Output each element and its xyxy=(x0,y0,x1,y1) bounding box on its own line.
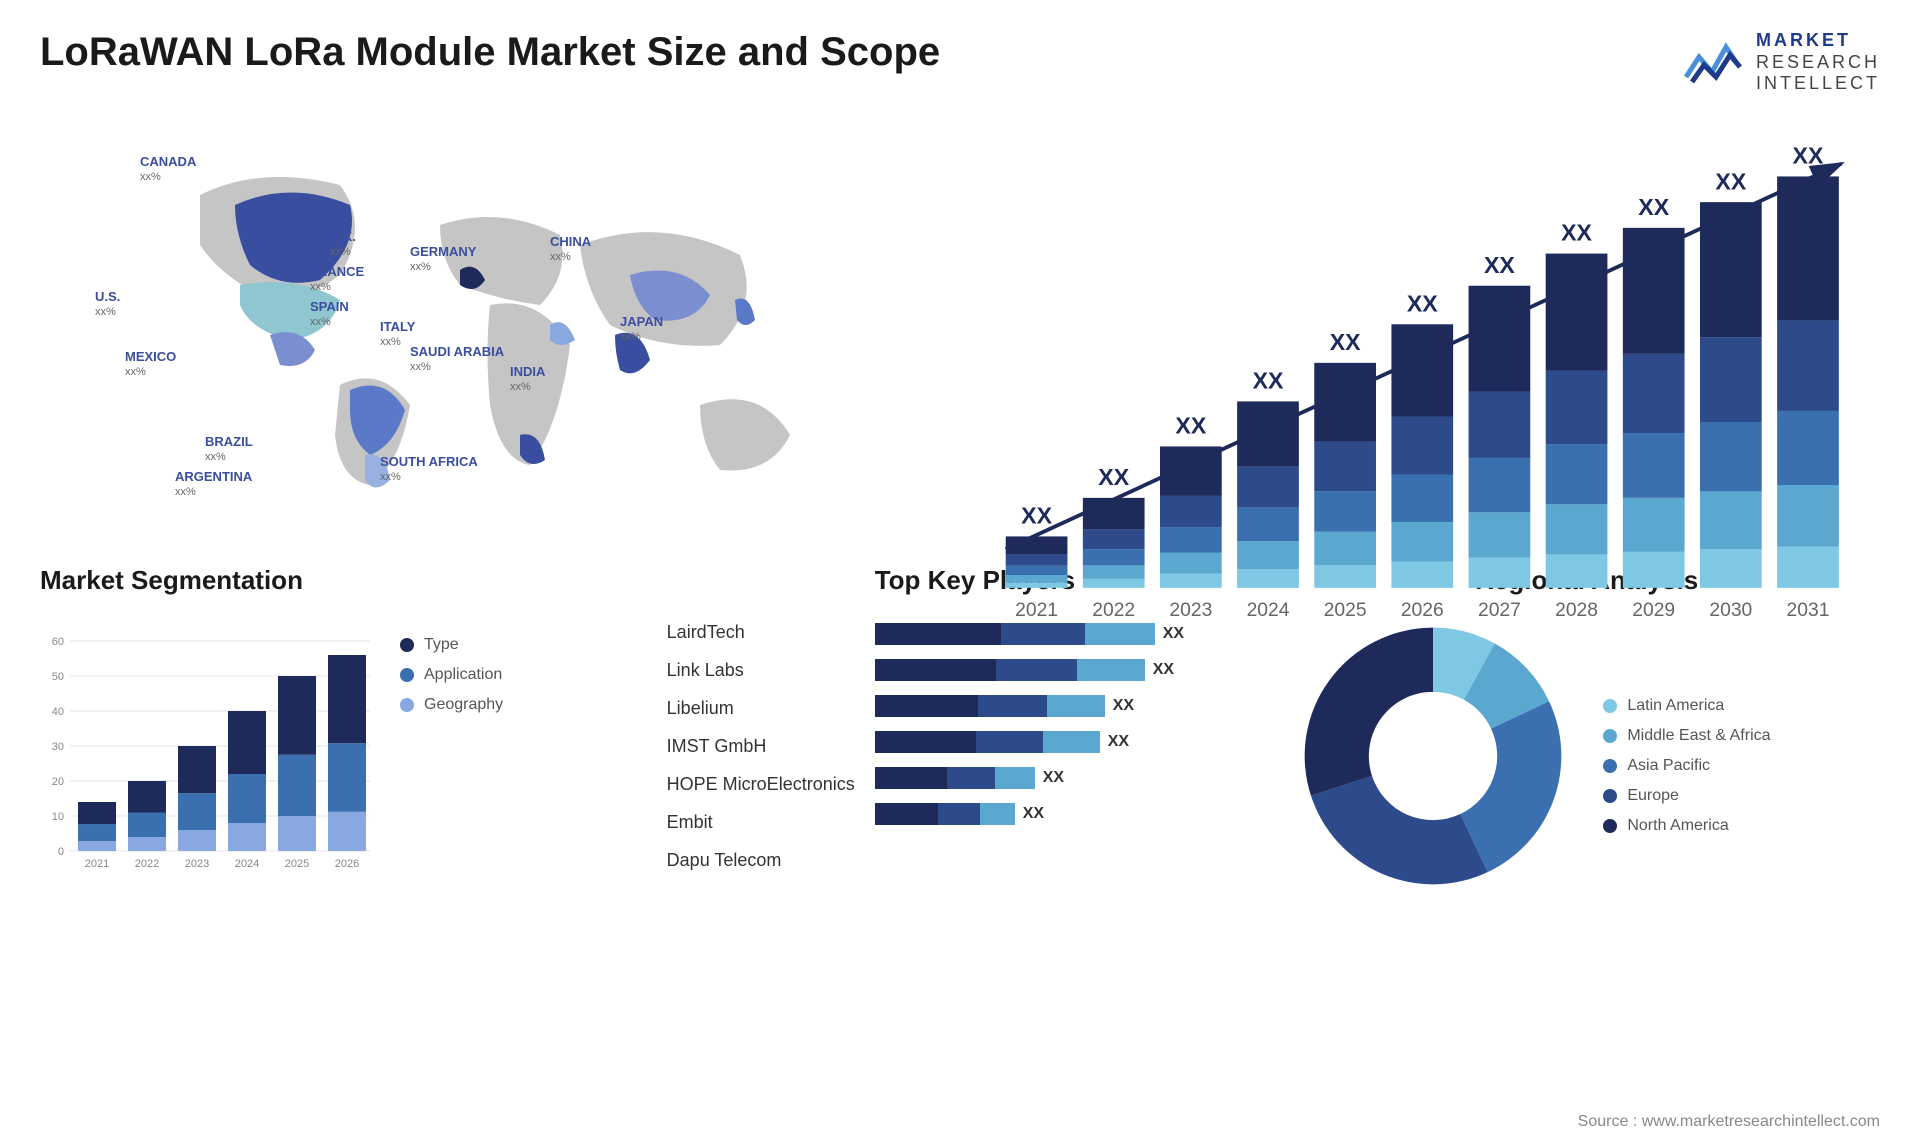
map-label: GERMANYxx% xyxy=(410,245,476,274)
map-label: SPAINxx% xyxy=(310,300,349,329)
map-label: U.K.xx% xyxy=(330,230,356,259)
map-label: MEXICOxx% xyxy=(125,350,176,379)
segmentation-area: 0 10 20 30 40 50 60 2021 2022 2023 2024 2025 2026 Ty… xyxy=(40,616,627,876)
svg-text:XX: XX xyxy=(1793,142,1824,168)
svg-text:2021: 2021 xyxy=(85,858,109,870)
svg-text:XX: XX xyxy=(1253,367,1284,393)
key-player-name: Dapu Telecom xyxy=(667,844,855,878)
regional-legend: Latin America Middle East & Africa Asia Pa… xyxy=(1603,677,1770,835)
map-label: INDIAxx% xyxy=(510,365,545,394)
key-player-bar-row: XX xyxy=(875,760,1254,796)
svg-text:2026: 2026 xyxy=(335,858,359,870)
top-row: CANADAxx% U.S.xx% MEXICOxx% BRAZILxx% ARGENT… xyxy=(40,125,1880,525)
map-svg xyxy=(40,125,940,525)
segmentation-legend: Type Application Geography xyxy=(400,616,503,876)
svg-text:2025: 2025 xyxy=(285,858,309,870)
svg-text:XX: XX xyxy=(1484,252,1515,278)
key-players-bars: XXXXXXXXXXXX xyxy=(875,616,1254,832)
map-label: BRAZILxx% xyxy=(205,435,253,464)
key-players-names: LairdTech Link Labs Libelium IMST GmbH HOPE … xyxy=(667,616,855,878)
svg-text:XX: XX xyxy=(1098,464,1129,490)
key-player-bar-row: XX xyxy=(875,724,1254,760)
header: LoRaWAN LoRa Module Market Size and Scop… xyxy=(40,30,1880,95)
map-label: CANADAxx% xyxy=(140,155,196,184)
svg-text:2031: 2031 xyxy=(1787,600,1830,621)
key-player-name: Embit xyxy=(667,806,855,840)
svg-text:2025: 2025 xyxy=(1324,600,1367,621)
map-label: JAPANxx% xyxy=(620,315,663,344)
legend-item: Geography xyxy=(400,696,503,714)
svg-text:50: 50 xyxy=(52,671,64,683)
svg-text:2023: 2023 xyxy=(1169,600,1212,621)
map-label: SOUTH AFRICAxx% xyxy=(380,455,478,484)
map-label: ARGENTINAxx% xyxy=(175,470,252,499)
svg-text:2023: 2023 xyxy=(185,858,209,870)
legend-item: Latin America xyxy=(1603,697,1770,715)
segmentation-section: Market Segmentation 0 10 20 30 40 50 60 2021 202… xyxy=(40,565,627,896)
svg-text:2027: 2027 xyxy=(1478,600,1521,621)
regional-donut xyxy=(1293,616,1573,896)
legend-item: Type xyxy=(400,636,503,654)
map-label: FRANCExx% xyxy=(310,265,364,294)
svg-text:2022: 2022 xyxy=(1092,600,1135,621)
svg-text:40: 40 xyxy=(52,706,64,718)
svg-text:2024: 2024 xyxy=(235,858,259,870)
svg-text:XX: XX xyxy=(1407,290,1438,316)
world-map: CANADAxx% U.S.xx% MEXICOxx% BRAZILxx% ARGENT… xyxy=(40,125,940,525)
svg-text:XX: XX xyxy=(1021,502,1052,528)
segmentation-title: Market Segmentation xyxy=(40,565,627,596)
regional-area: Latin America Middle East & Africa Asia Pa… xyxy=(1293,616,1880,896)
key-player-name: HOPE MicroElectronics xyxy=(667,768,855,802)
map-label: SAUDI ARABIAxx% xyxy=(410,345,504,374)
page-title: LoRaWAN LoRa Module Market Size and Scop… xyxy=(40,30,940,75)
key-player-name: IMST GmbH xyxy=(667,730,855,764)
map-label: U.S.xx% xyxy=(95,290,120,319)
svg-text:2030: 2030 xyxy=(1709,600,1752,621)
legend-item: Europe xyxy=(1603,787,1770,805)
svg-text:0: 0 xyxy=(58,846,64,858)
svg-text:2022: 2022 xyxy=(135,858,159,870)
key-player-name: LairdTech xyxy=(667,616,855,650)
svg-text:10: 10 xyxy=(52,811,64,823)
legend-item: North America xyxy=(1603,817,1770,835)
svg-text:2026: 2026 xyxy=(1401,600,1444,621)
svg-text:XX: XX xyxy=(1175,412,1206,438)
legend-item: Asia Pacific xyxy=(1603,757,1770,775)
svg-text:2028: 2028 xyxy=(1555,600,1598,621)
svg-text:2024: 2024 xyxy=(1247,600,1290,621)
growth-chart: XX2021XX2022XX2023XX2024XX2025XX2026XX20… xyxy=(980,125,1880,525)
segmentation-chart: 0 10 20 30 40 50 60 2021 2022 2023 2024 2025 2026 xyxy=(40,616,380,876)
svg-text:60: 60 xyxy=(52,636,64,648)
logo: MARKET RESEARCH INTELLECT xyxy=(1684,30,1880,95)
key-player-bar-row: XX xyxy=(875,652,1254,688)
svg-text:2029: 2029 xyxy=(1632,600,1675,621)
growth-chart-svg: XX 2021 XX 2022 XX 2023 XX 2024 XX 2025 XX 2026 XX 20… xyxy=(980,125,1880,639)
svg-text:XX: XX xyxy=(1638,194,1669,220)
key-player-name: Link Labs xyxy=(667,654,855,688)
svg-text:20: 20 xyxy=(52,776,64,788)
logo-icon xyxy=(1684,37,1744,87)
svg-text:XX: XX xyxy=(1561,219,1592,245)
svg-text:2021: 2021 xyxy=(1015,600,1058,621)
key-player-bar-row: XX xyxy=(875,688,1254,724)
svg-text:XX: XX xyxy=(1715,168,1746,194)
map-label: CHINAxx% xyxy=(550,235,591,264)
key-player-bar-row: XX xyxy=(875,796,1254,832)
source-text: Source : www.marketresearchintellect.com xyxy=(1578,1113,1880,1131)
logo-text: MARKET RESEARCH INTELLECT xyxy=(1756,30,1880,95)
svg-text:30: 30 xyxy=(52,741,64,753)
key-player-name: Libelium xyxy=(667,692,855,726)
svg-text:XX: XX xyxy=(1330,329,1361,355)
legend-item: Application xyxy=(400,666,503,684)
legend-item: Middle East & Africa xyxy=(1603,727,1770,745)
